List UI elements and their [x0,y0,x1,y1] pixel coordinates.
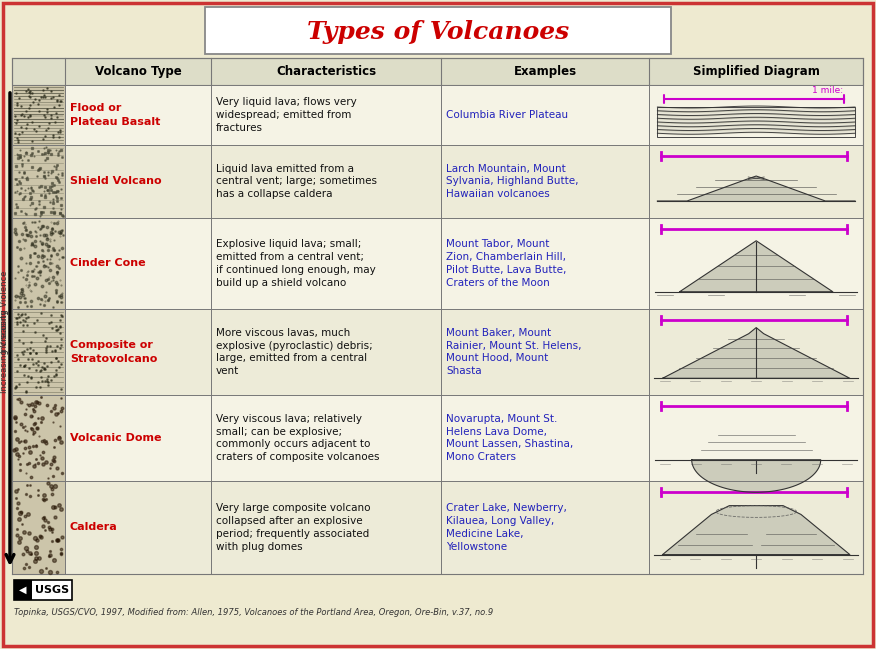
Text: Very liquid lava; flows very
widespread; emitted from
fractures: Very liquid lava; flows very widespread;… [216,97,357,133]
Text: Composite or
Stratovolcano: Composite or Stratovolcano [70,340,157,363]
Bar [12,85,65,145]
Polygon shape [662,328,850,378]
Bar [65,481,863,574]
Text: Topinka, USGS/CVO, 1997, Modified from: Allen, 1975, Volcanoes of the Portland A: Topinka, USGS/CVO, 1997, Modified from: … [14,608,493,617]
Text: Caldera: Caldera [70,522,117,532]
Polygon shape [657,176,855,201]
Bar [14,580,32,600]
Text: Types of Volcanoes: Types of Volcanoes [307,19,569,43]
Text: Examples: Examples [513,65,576,78]
Bar [65,218,863,309]
Text: Mount Baker, Mount
Rainier, Mount St. Helens,
Mount Hood, Mount
Shasta: Mount Baker, Mount Rainier, Mount St. He… [446,328,582,376]
Text: 1 mile:: 1 mile: [812,86,843,95]
Polygon shape [662,506,850,555]
Bar [205,7,671,54]
Text: Shield Volcano: Shield Volcano [70,177,161,186]
Bar [12,218,65,309]
Text: Characteristics: Characteristics [276,65,376,78]
Bar [12,309,65,395]
Text: Volcanic Dome: Volcanic Dome [70,433,161,443]
Text: Cinder Cone: Cinder Cone [70,258,145,269]
Text: Crater Lake, Newberry,
Kilauea, Long Valley,
Medicine Lake,
Yellowstone: Crater Lake, Newberry, Kilauea, Long Val… [446,504,567,552]
Text: Increasing Violence: Increasing Violence [1,271,10,352]
Text: Flood or
Plateau Basalt: Flood or Plateau Basalt [70,103,160,127]
Bar [65,145,863,218]
Text: More viscous lavas, much
explosive (pyroclastic) debris;
large, emitted from a c: More viscous lavas, much explosive (pyro… [216,328,373,376]
Bar [65,395,863,481]
Text: Mount Tabor, Mount
Zion, Chamberlain Hill,
Pilot Butte, Lava Butte,
Craters of t: Mount Tabor, Mount Zion, Chamberlain Hil… [446,239,566,288]
Bar [12,481,65,574]
Bar [12,145,65,218]
Text: Increasing Viscosity: Increasing Viscosity [1,310,10,393]
Text: Larch Mountain, Mount
Sylvania, Highland Butte,
Hawaiian volcanoes: Larch Mountain, Mount Sylvania, Highland… [446,164,578,199]
Text: Very viscous lava; relatively
small; can be explosive;
commonly occurs adjacent : Very viscous lava; relatively small; can… [216,414,379,462]
Bar [12,395,65,481]
Bar [12,58,863,85]
Text: Volcano Type: Volcano Type [95,65,181,78]
Polygon shape [680,241,833,292]
Bar [65,309,863,395]
Text: Liquid lava emitted from a
central vent; large; sometimes
has a collapse caldera: Liquid lava emitted from a central vent;… [216,164,378,199]
Bar [14,580,72,600]
Bar [657,107,855,137]
Text: Explosive liquid lava; small;
emitted from a central vent;
if continued long eno: Explosive liquid lava; small; emitted fr… [216,239,376,288]
Polygon shape [692,459,821,492]
Text: ◀: ◀ [19,585,27,595]
Text: Very large composite volcano
collapsed after an explosive
period; frequently ass: Very large composite volcano collapsed a… [216,504,371,552]
Text: USGS: USGS [35,585,69,595]
Bar [65,85,863,145]
Text: Simplified Diagram: Simplified Diagram [693,65,820,78]
Text: Novarupta, Mount St.
Helens Lava Dome,
Mount Lassen, Shastina,
Mono Craters: Novarupta, Mount St. Helens Lava Dome, M… [446,414,573,462]
Text: Columbia River Plateau: Columbia River Plateau [446,110,568,120]
